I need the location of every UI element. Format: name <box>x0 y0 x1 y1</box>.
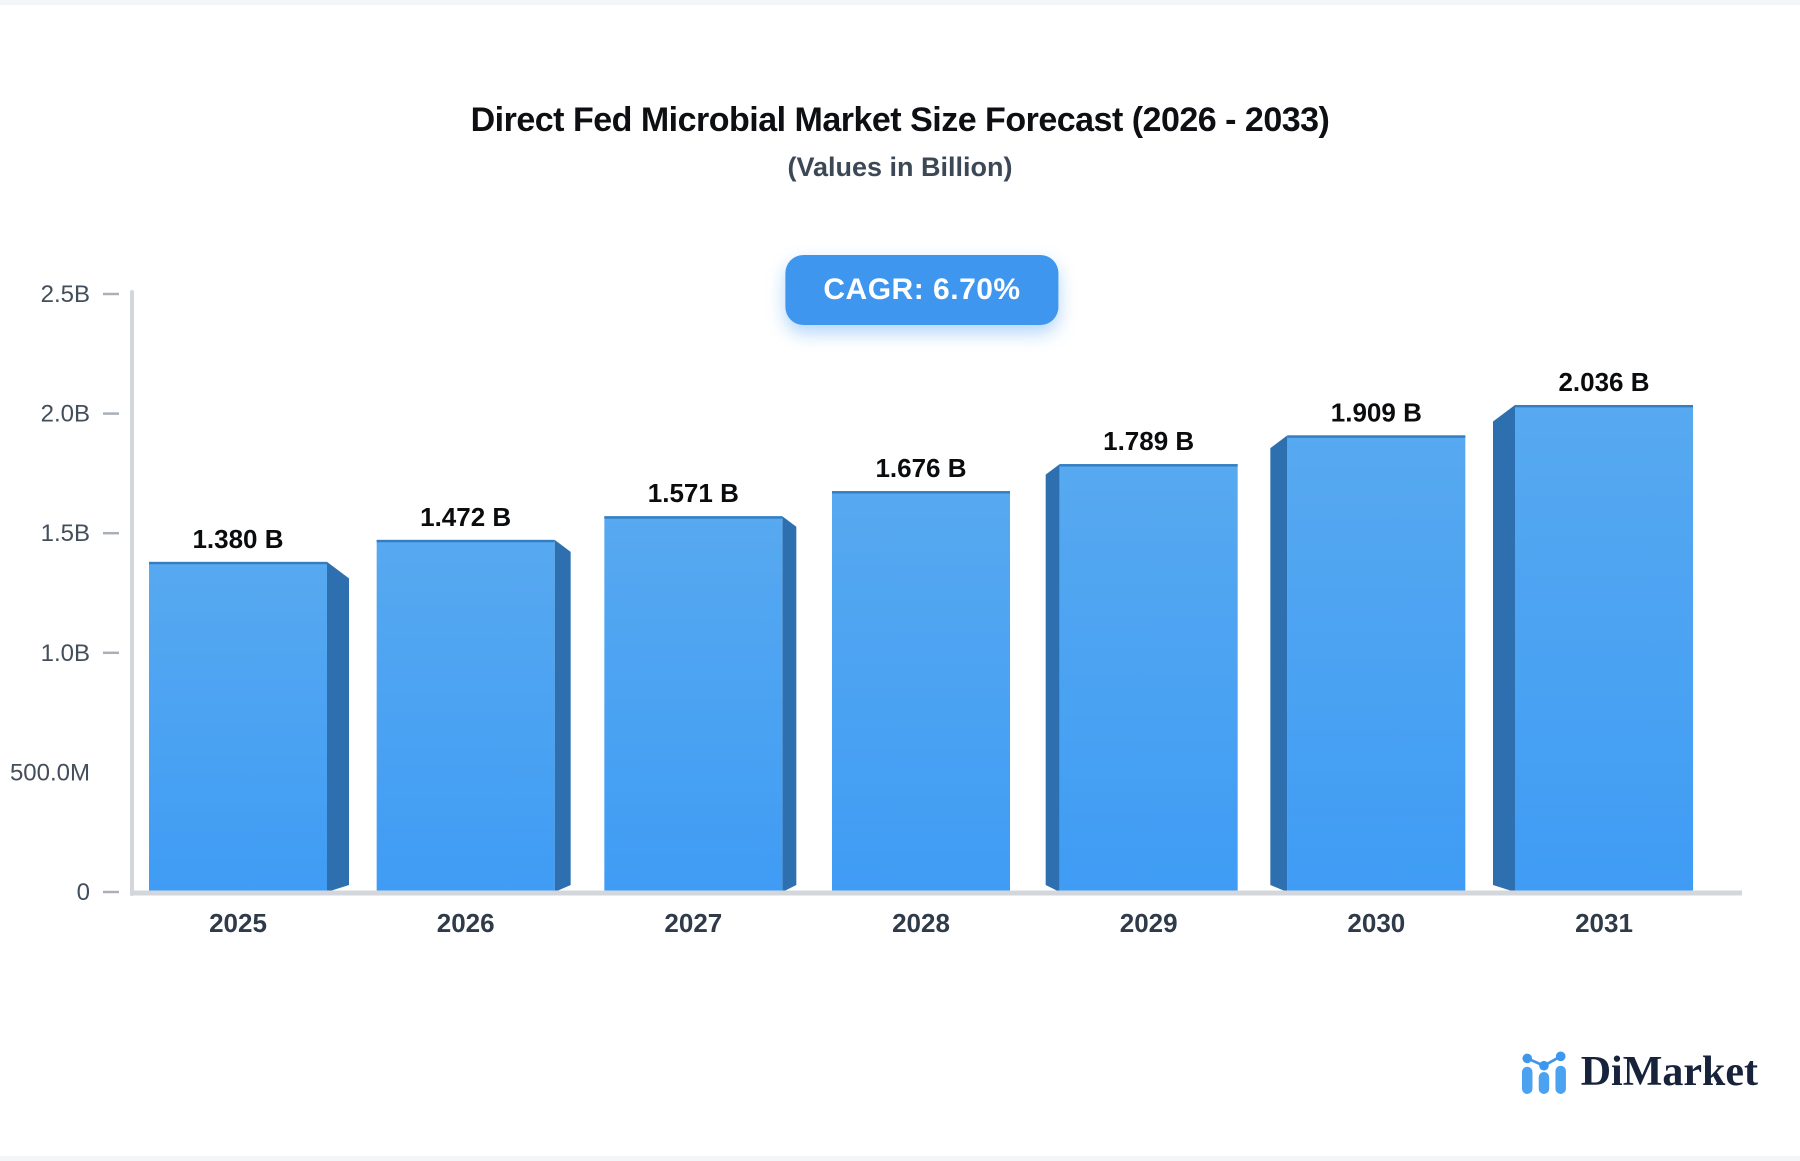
bar-value-label: 1.789 B <box>1103 426 1194 456</box>
bar-2026[interactable]: 1.472 B 2026 <box>376 502 571 938</box>
cagr-badge-label: CAGR: 6.70% <box>823 273 1021 306</box>
bar-value-label: 1.909 B <box>1331 397 1422 427</box>
y-tick-label: 2.5B <box>41 281 90 308</box>
bar-side-face <box>327 561 349 892</box>
bar-2025[interactable]: 1.380 B 2025 <box>149 524 349 938</box>
x-axis-label: 2027 <box>664 908 722 938</box>
bar-value-label: 1.571 B <box>648 478 739 508</box>
x-axis-label: 2031 <box>1575 908 1633 938</box>
bar-2027[interactable]: 1.571 B 2027 <box>604 478 797 938</box>
y-tick-label: 1.0B <box>41 640 90 667</box>
dimarket-logo: DiMarket <box>1521 1042 1758 1095</box>
bar-side-face <box>1270 435 1288 892</box>
bar-front-face <box>1059 464 1238 892</box>
bar-value-label: 1.472 B <box>420 502 511 532</box>
bar-value-label: 2.036 B <box>1558 367 1649 397</box>
x-axis-label: 2028 <box>892 908 950 938</box>
bar-side-face <box>554 539 571 892</box>
bar-value-label: 1.380 B <box>192 524 283 554</box>
bar-side-face <box>1493 404 1516 892</box>
bar-front-face <box>832 491 1011 892</box>
dimarket-logo-text: DiMarket <box>1580 1049 1758 1095</box>
y-tick-label: 2.0B <box>41 401 90 428</box>
bar-front-face <box>376 539 555 892</box>
x-axis-label: 2025 <box>209 908 267 938</box>
y-tick-label: 0 <box>77 879 90 906</box>
chart-subtitle: (Values in Billion) <box>787 152 1013 182</box>
chart-title: Direct Fed Microbial Market Size Forecas… <box>470 101 1330 139</box>
y-tick-label: 1.5B <box>41 520 90 547</box>
chart-card: Direct Fed Microbial Market Size Forecas… <box>0 5 1800 1156</box>
bar-side-face <box>1045 464 1060 892</box>
bar-front-face <box>1515 404 1694 892</box>
bar-line-chart-icon <box>1521 1051 1566 1094</box>
y-tick-label: 500.0M <box>10 759 90 786</box>
cagr-badge: CAGR: 6.70% <box>785 255 1059 325</box>
x-axis-label: 2030 <box>1347 908 1405 938</box>
bar-chart: 2.5B 2.0B 1.5B 1.0B 500.0M 0 1.380 B 2025 1.472 … <box>10 281 1742 938</box>
y-axis-ticks: 2.5B 2.0B 1.5B 1.0B 500.0M 0 <box>10 281 119 906</box>
bar-side-face <box>782 516 797 892</box>
x-axis-label: 2026 <box>437 908 495 938</box>
bar-2028[interactable]: 1.676 B 2028 <box>832 453 1011 938</box>
bars: 1.380 B 2025 1.472 B 2026 1.571 B 2027 1.676 B… <box>149 367 1694 938</box>
bar-2029[interactable]: 1.789 B 2029 <box>1045 426 1238 938</box>
x-axis-label: 2029 <box>1120 908 1178 938</box>
bar-front-face <box>604 516 783 892</box>
bar-2031[interactable]: 2.036 B 2031 <box>1493 367 1694 938</box>
bar-value-label: 1.676 B <box>875 453 966 483</box>
bar-front-face <box>1287 435 1466 892</box>
bar-2030[interactable]: 1.909 B 2030 <box>1270 397 1466 938</box>
bar-front-face <box>149 561 327 892</box>
